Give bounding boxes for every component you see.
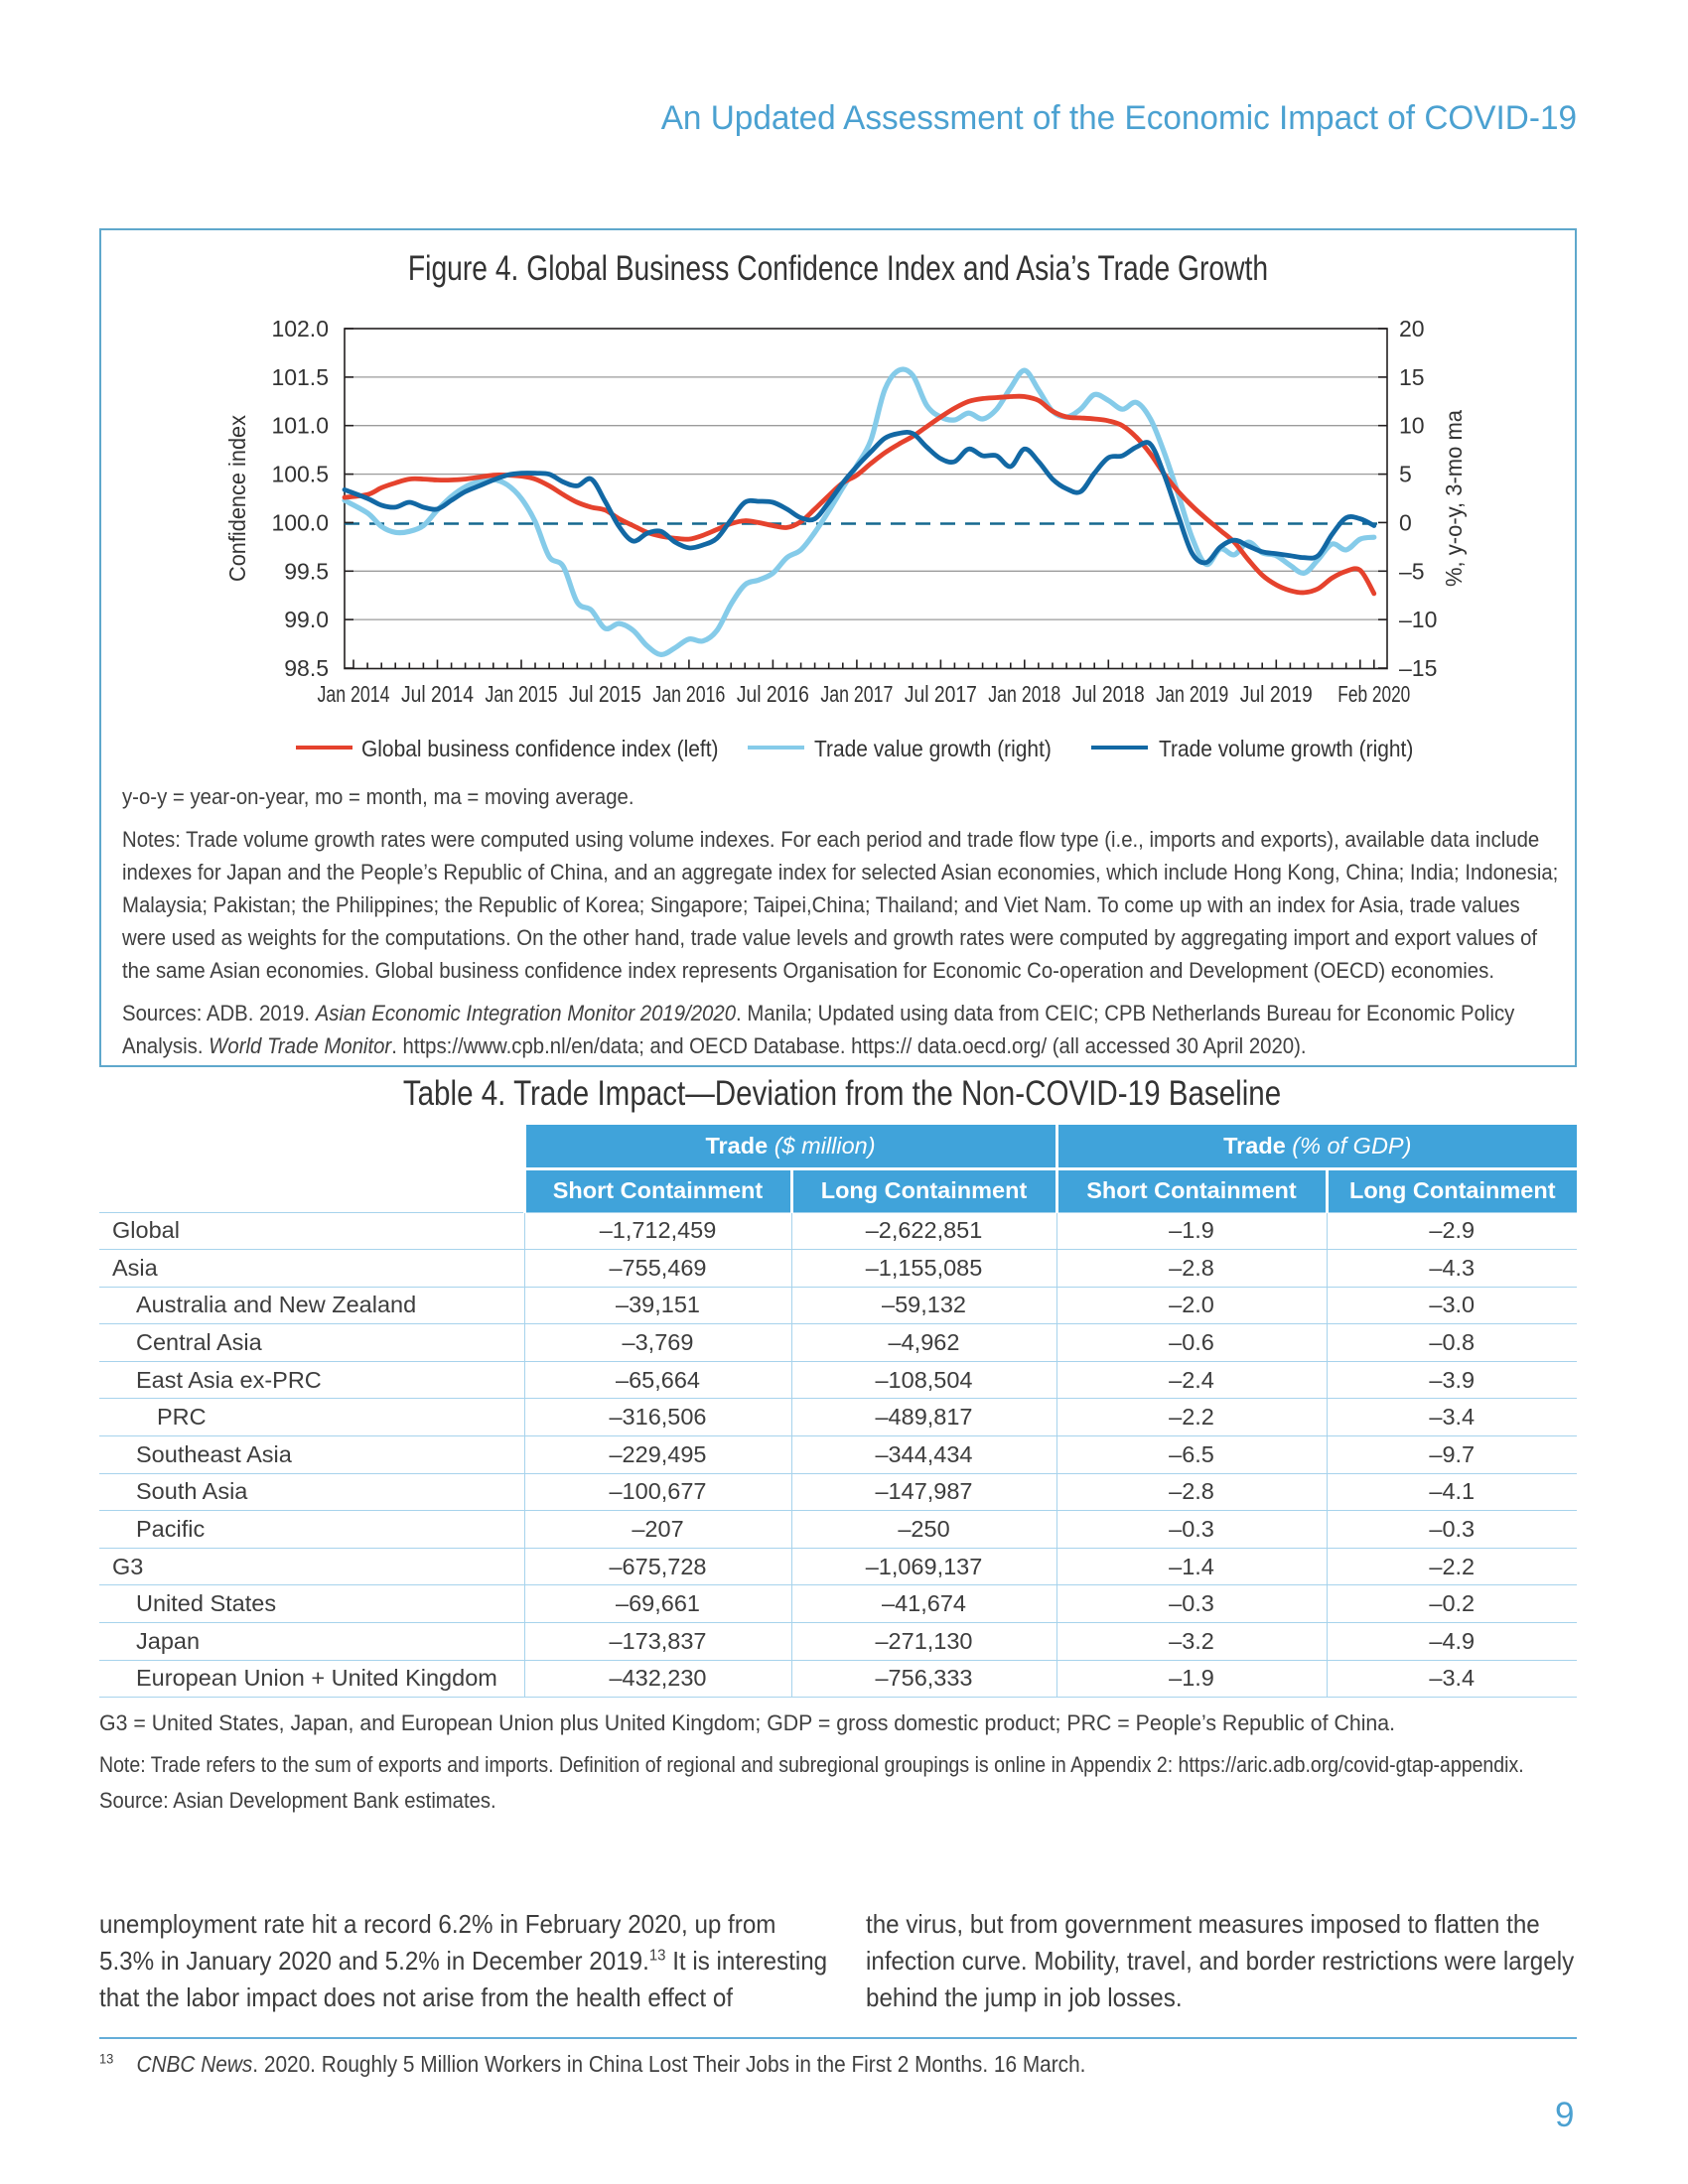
svg-text:Jan 2015: Jan 2015 — [486, 681, 558, 707]
svg-text:–10: –10 — [1399, 607, 1437, 632]
svg-text:Jan 2016: Jan 2016 — [652, 681, 725, 707]
svg-text:Jul 2018: Jul 2018 — [1072, 681, 1145, 707]
svg-text:102.0: 102.0 — [271, 316, 329, 341]
svg-text:99.0: 99.0 — [284, 607, 329, 632]
svg-text:100.0: 100.0 — [271, 509, 329, 535]
svg-text:98.5: 98.5 — [284, 655, 329, 681]
svg-text:101.5: 101.5 — [271, 364, 329, 390]
svg-text:Jul 2019: Jul 2019 — [1240, 681, 1313, 707]
svg-text:Confidence index: Confidence index — [224, 415, 250, 582]
svg-text:%, y-o-y, 3-mo ma: %, y-o-y, 3-mo ma — [1441, 410, 1467, 587]
svg-text:Jan 2018: Jan 2018 — [988, 681, 1060, 707]
svg-text:100.5: 100.5 — [271, 462, 329, 487]
svg-text:99.5: 99.5 — [284, 558, 329, 584]
svg-text:–15: –15 — [1399, 655, 1437, 681]
svg-text:0: 0 — [1399, 509, 1412, 535]
svg-text:101.0: 101.0 — [271, 413, 329, 439]
svg-text:Jan 2017: Jan 2017 — [820, 681, 893, 707]
svg-text:Jan 2019: Jan 2019 — [1156, 681, 1228, 707]
svg-text:Jul 2016: Jul 2016 — [737, 681, 809, 707]
svg-text:Jan 2014: Jan 2014 — [318, 681, 390, 707]
svg-text:Jul 2015: Jul 2015 — [569, 681, 641, 707]
svg-text:15: 15 — [1399, 364, 1425, 390]
svg-text:Jul 2014: Jul 2014 — [401, 681, 474, 707]
svg-text:5: 5 — [1399, 462, 1412, 487]
svg-text:–5: –5 — [1399, 558, 1425, 584]
svg-text:20: 20 — [1399, 316, 1425, 341]
svg-text:Feb 2020: Feb 2020 — [1337, 681, 1410, 707]
svg-text:10: 10 — [1399, 413, 1425, 439]
svg-text:Jul 2017: Jul 2017 — [905, 681, 977, 707]
